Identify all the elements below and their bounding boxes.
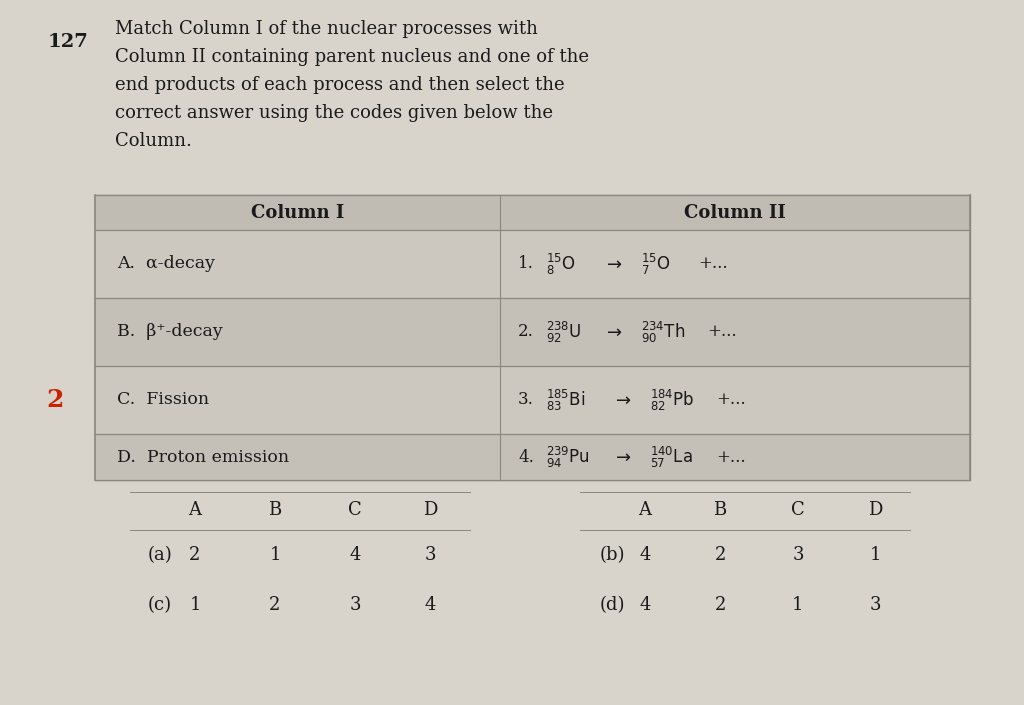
Text: D.  Proton emission: D. Proton emission: [117, 448, 289, 465]
Bar: [95, 366, 970, 434]
Text: 127: 127: [48, 33, 88, 51]
Text: end products of each process and then select the: end products of each process and then se…: [115, 76, 564, 94]
Bar: [95, 298, 970, 366]
Text: D: D: [867, 501, 883, 519]
Text: $^{185}_{83}$Bi: $^{185}_{83}$Bi: [546, 388, 586, 412]
Text: 1: 1: [269, 546, 281, 564]
Text: 3: 3: [349, 596, 360, 614]
Text: 3.: 3.: [518, 391, 534, 408]
Text: 4: 4: [639, 596, 650, 614]
Text: $\rightarrow$: $\rightarrow$: [603, 255, 623, 273]
Text: B: B: [268, 501, 282, 519]
Text: +...: +...: [716, 391, 745, 408]
Text: (a): (a): [148, 546, 173, 564]
Text: 2: 2: [46, 388, 63, 412]
Text: (b): (b): [600, 546, 626, 564]
Text: 4: 4: [349, 546, 360, 564]
Text: 2: 2: [189, 546, 201, 564]
Text: Match Column I of the nuclear processes with: Match Column I of the nuclear processes …: [115, 20, 538, 38]
Text: $^{15}_{8}$O: $^{15}_{8}$O: [546, 252, 575, 276]
Bar: [95, 195, 500, 230]
Text: 4: 4: [424, 596, 435, 614]
Text: +...: +...: [716, 448, 745, 465]
Bar: [500, 195, 970, 230]
Text: C.  Fission: C. Fission: [117, 391, 209, 408]
Text: B: B: [714, 501, 727, 519]
Text: D: D: [423, 501, 437, 519]
Text: 1: 1: [189, 596, 201, 614]
Text: $^{239}_{94}$Pu: $^{239}_{94}$Pu: [546, 444, 590, 470]
Text: $^{238}_{92}$U: $^{238}_{92}$U: [546, 319, 582, 345]
Text: correct answer using the codes given below the: correct answer using the codes given bel…: [115, 104, 553, 122]
Text: 3: 3: [424, 546, 436, 564]
Text: 1: 1: [793, 596, 804, 614]
Text: 3: 3: [869, 596, 881, 614]
Text: Column II containing parent nucleus and one of the: Column II containing parent nucleus and …: [115, 48, 589, 66]
Text: $\rightarrow$: $\rightarrow$: [612, 448, 632, 466]
Bar: [95, 195, 970, 480]
Text: +...: +...: [698, 255, 728, 273]
Text: $^{184}_{82}$Pb: $^{184}_{82}$Pb: [650, 388, 694, 412]
Text: 1: 1: [869, 546, 881, 564]
Text: (c): (c): [148, 596, 172, 614]
Text: 2.: 2.: [518, 324, 534, 341]
Text: 4.: 4.: [518, 448, 534, 465]
Text: 2: 2: [715, 546, 726, 564]
Text: 2: 2: [269, 596, 281, 614]
Text: C: C: [348, 501, 361, 519]
Text: +...: +...: [707, 324, 736, 341]
Text: $^{15}_{7}$O: $^{15}_{7}$O: [641, 252, 671, 276]
Bar: [95, 230, 970, 298]
Text: 2: 2: [715, 596, 726, 614]
Text: A: A: [188, 501, 202, 519]
Text: 1.: 1.: [518, 255, 534, 273]
Text: 4: 4: [639, 546, 650, 564]
Text: $^{140}_{57}$La: $^{140}_{57}$La: [650, 444, 693, 470]
Text: $^{234}_{90}$Th: $^{234}_{90}$Th: [641, 319, 685, 345]
Text: Column I: Column I: [251, 204, 344, 221]
Text: A.  α-decay: A. α-decay: [117, 255, 215, 273]
Text: 3: 3: [793, 546, 804, 564]
Text: B.  β⁺-decay: B. β⁺-decay: [117, 324, 223, 341]
Text: A: A: [639, 501, 651, 519]
Text: (d): (d): [600, 596, 626, 614]
Text: Column II: Column II: [684, 204, 786, 221]
Bar: [95, 434, 970, 480]
Text: $\rightarrow$: $\rightarrow$: [603, 323, 623, 341]
Text: $\rightarrow$: $\rightarrow$: [612, 391, 632, 409]
Text: C: C: [792, 501, 805, 519]
Text: Column.: Column.: [115, 132, 191, 150]
